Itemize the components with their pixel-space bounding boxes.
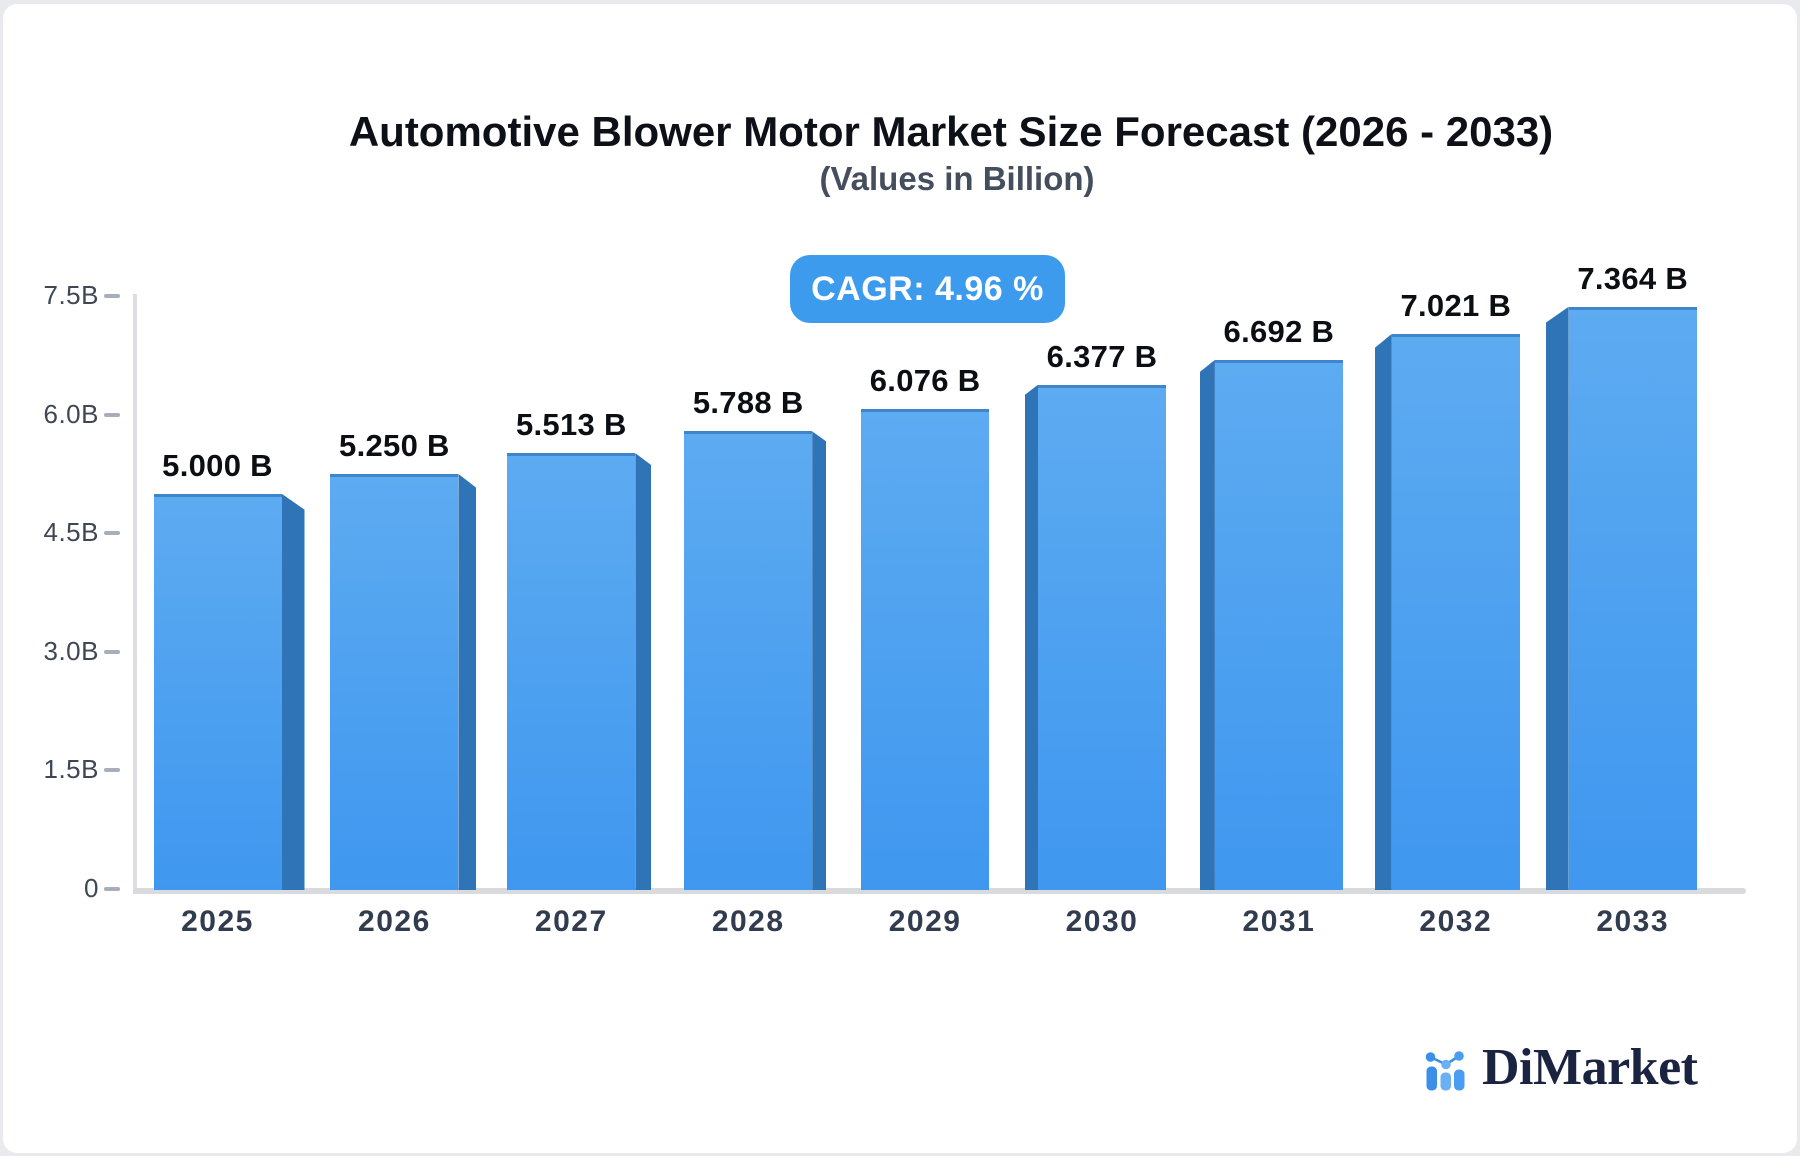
bar-2028: [684, 431, 813, 890]
dimarket-logo: DiMarket: [1423, 1039, 1698, 1096]
y-axis-tick-label: 7.5B: [43, 280, 99, 310]
x-axis-label-2030: 2030: [1065, 905, 1139, 938]
bar-value-label-2027: 5.513 B: [515, 407, 627, 443]
bar-2026: [330, 473, 459, 890]
y-axis-tick-label: 4.5B: [43, 517, 99, 548]
y-axis-tick-mark: [104, 887, 120, 891]
cagr-badge: CAGR: 4.96 %: [790, 255, 1065, 323]
dimarket-logo-text: DiMarket: [1482, 1039, 1698, 1096]
y-axis-tick-mark: [104, 649, 120, 654]
bar-chart-logo-icon: [1425, 1051, 1465, 1091]
x-axis-label-2027: 2027: [534, 905, 608, 938]
y-axis-line: [133, 294, 137, 894]
bar-side-2030: [1025, 384, 1038, 890]
bar-side-2026: [458, 473, 477, 890]
y-axis-tick-label: 1.5B: [43, 754, 99, 785]
x-axis-label-2032: 2032: [1419, 905, 1493, 938]
bar-value-label-2029: 6.076 B: [869, 362, 981, 398]
bar-value-label-2025: 5.000 B: [162, 447, 273, 483]
bar-side-2025: [281, 493, 305, 890]
x-axis-label-2028: 2028: [711, 905, 785, 938]
y-axis-tick-mark: [104, 768, 120, 773]
y-axis-tick-mark: [104, 412, 120, 417]
y-axis-tick-label: 3.0B: [43, 635, 99, 666]
bar-side-2031: [1199, 359, 1215, 890]
chart-card: Automotive Blower Motor Market Size Fore…: [3, 4, 1797, 1153]
bar-2031: [1214, 359, 1343, 890]
chart-title: Automotive Blower Motor Market Size Fore…: [348, 108, 1554, 155]
bar-value-label-2031: 6.692 B: [1223, 313, 1335, 349]
bar-value-label-2026: 5.250 B: [339, 427, 450, 463]
bar-side-2028: [812, 431, 827, 890]
cagr-badge-label: CAGR: 4.96 %: [811, 269, 1044, 308]
x-axis-label-2033: 2033: [1596, 905, 1670, 938]
y-axis-tick-mark: [104, 294, 120, 298]
bar-2030: [1038, 384, 1166, 890]
bar-value-label-2030: 6.377 B: [1046, 338, 1158, 374]
bar-2027: [507, 453, 636, 890]
bar-2033: [1568, 306, 1697, 890]
x-axis-label-2031: 2031: [1242, 905, 1316, 938]
y-axis-tick-label: 0: [84, 873, 99, 903]
x-axis-label-2025: 2025: [181, 905, 254, 938]
bar-2029: [861, 408, 990, 890]
bar-side-2027: [635, 453, 652, 890]
x-axis-line: [133, 888, 1746, 894]
bar-2032: [1391, 333, 1520, 890]
bar-chart-plot-area: 7.5B 6.0B 4.5B 3.0B 1.5B 0 5.000 B 2025 5.250 B 2…: [3, 4, 1797, 1153]
bar-side-2032: [1374, 333, 1392, 890]
bar-value-label-2033: 7.364 B: [1577, 260, 1689, 296]
y-axis-tick-mark: [104, 531, 120, 536]
bar-value-label-2032: 7.021 B: [1400, 287, 1512, 323]
x-axis-label-2026: 2026: [358, 905, 431, 938]
chart-subtitle: (Values in Billion): [819, 160, 1095, 197]
bar-value-label-2028: 5.788 B: [692, 385, 804, 421]
y-axis-tick-label: 6.0B: [43, 398, 99, 429]
bar-side-2033: [1545, 306, 1569, 890]
bar-2025: [153, 493, 282, 890]
x-axis-label-2029: 2029: [888, 905, 962, 938]
